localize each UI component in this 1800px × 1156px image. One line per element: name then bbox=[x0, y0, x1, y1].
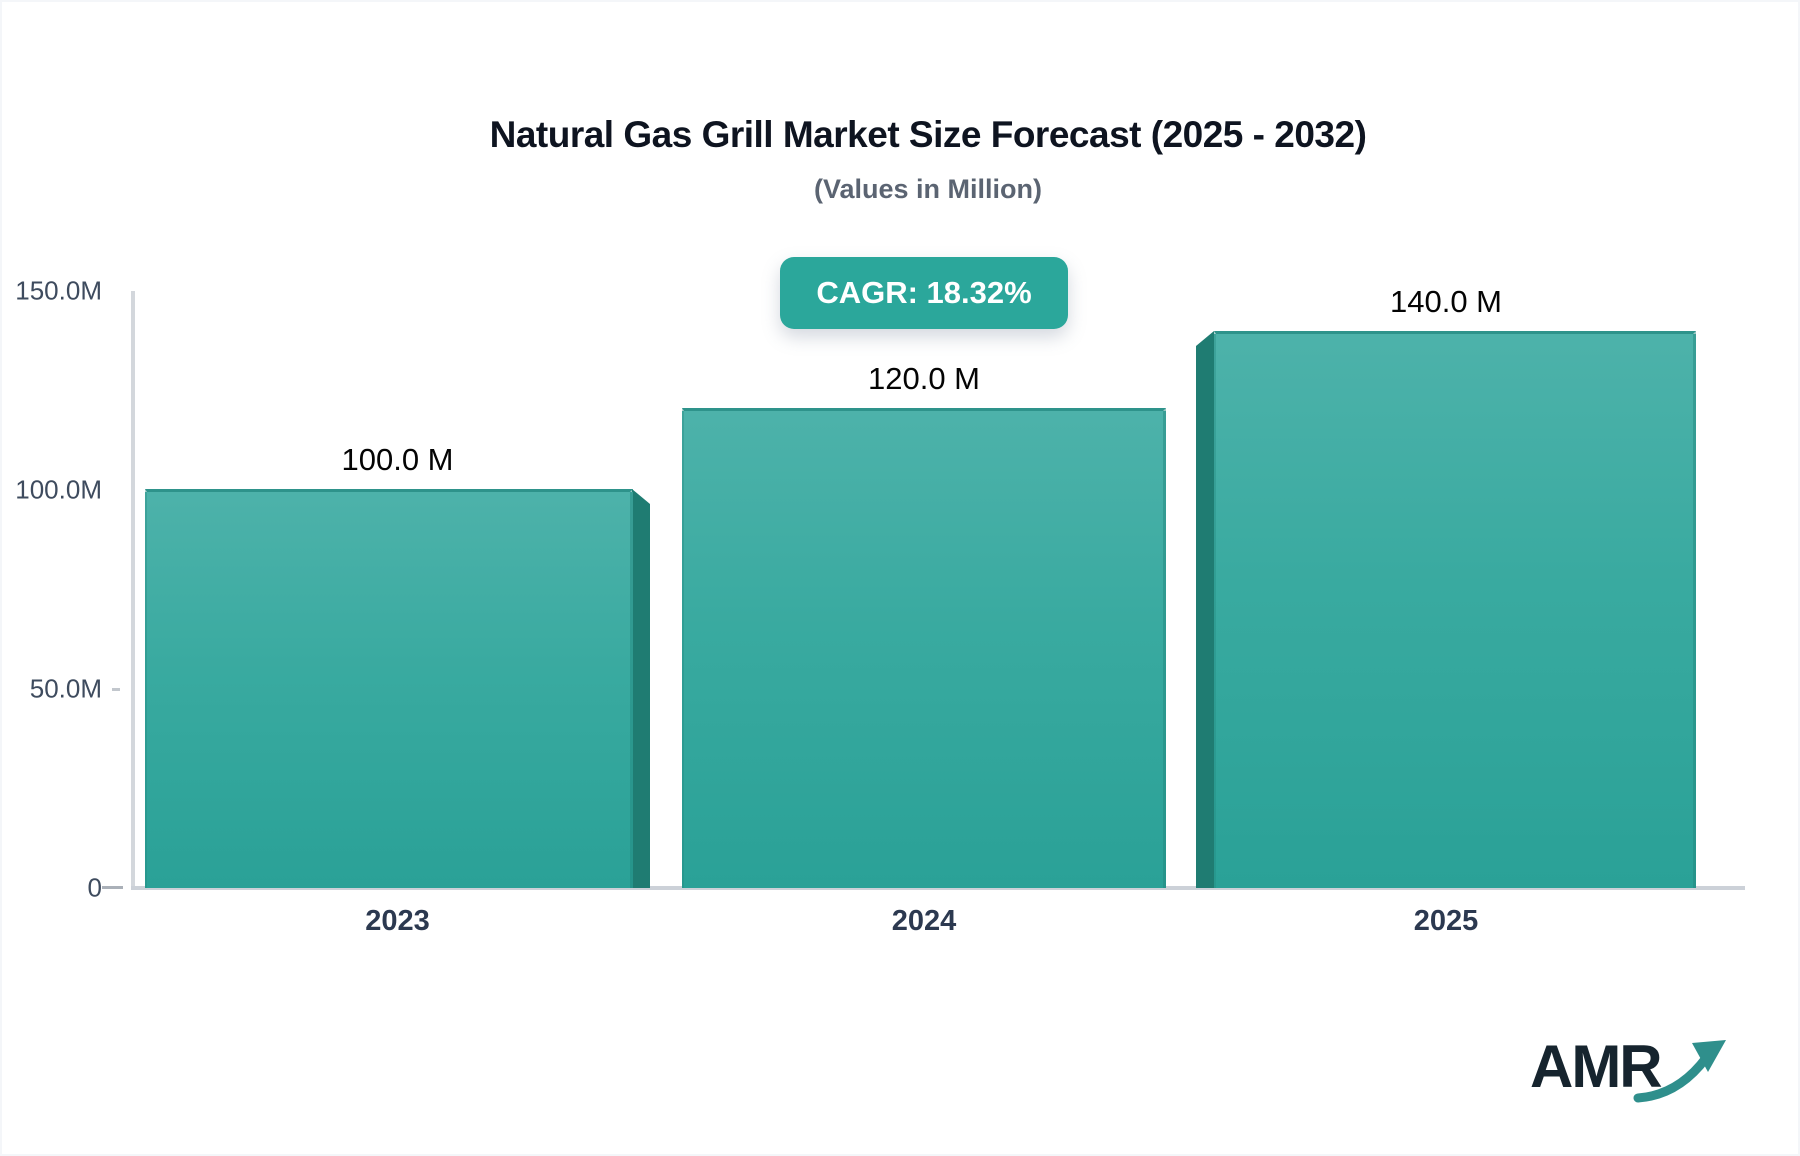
x-axis-label: 2025 bbox=[1413, 905, 1479, 937]
y-axis-label-50: 50.0M bbox=[29, 673, 102, 704]
bar-side-3d bbox=[1196, 331, 1214, 888]
y-axis-line bbox=[131, 291, 135, 888]
y-axis-tick-50 bbox=[112, 688, 120, 691]
bar-value-label: 140.0 M bbox=[1389, 284, 1502, 319]
y-axis-label-150: 150.0M bbox=[15, 275, 102, 306]
bar-side-3d bbox=[632, 489, 650, 888]
chart-subtitle: (Values in Million) bbox=[813, 174, 1043, 204]
x-axis-label: 2023 bbox=[365, 905, 430, 937]
chart-title: Natural Gas Grill Market Size Forecast (… bbox=[489, 114, 1367, 155]
amr-logo: AMR bbox=[1530, 1032, 1760, 1122]
y-axis-tick-0 bbox=[102, 886, 123, 889]
bar-face bbox=[682, 408, 1166, 888]
bar-face bbox=[1214, 331, 1696, 888]
y-axis-label-0: 0 bbox=[87, 872, 102, 903]
cagr-badge: CAGR: 18.32% bbox=[780, 257, 1068, 329]
amr-logo-arrow-icon bbox=[1633, 1040, 1726, 1103]
x-axis-label: 2024 bbox=[891, 905, 957, 937]
bar-face bbox=[145, 489, 633, 888]
bar-value-label: 120.0 M bbox=[867, 361, 980, 396]
bar-value-label: 100.0 M bbox=[341, 442, 454, 477]
x-axis-line bbox=[131, 886, 1745, 890]
y-axis-label-100: 100.0M bbox=[15, 474, 102, 505]
amr-logo-text: AMR bbox=[1530, 1033, 1663, 1100]
